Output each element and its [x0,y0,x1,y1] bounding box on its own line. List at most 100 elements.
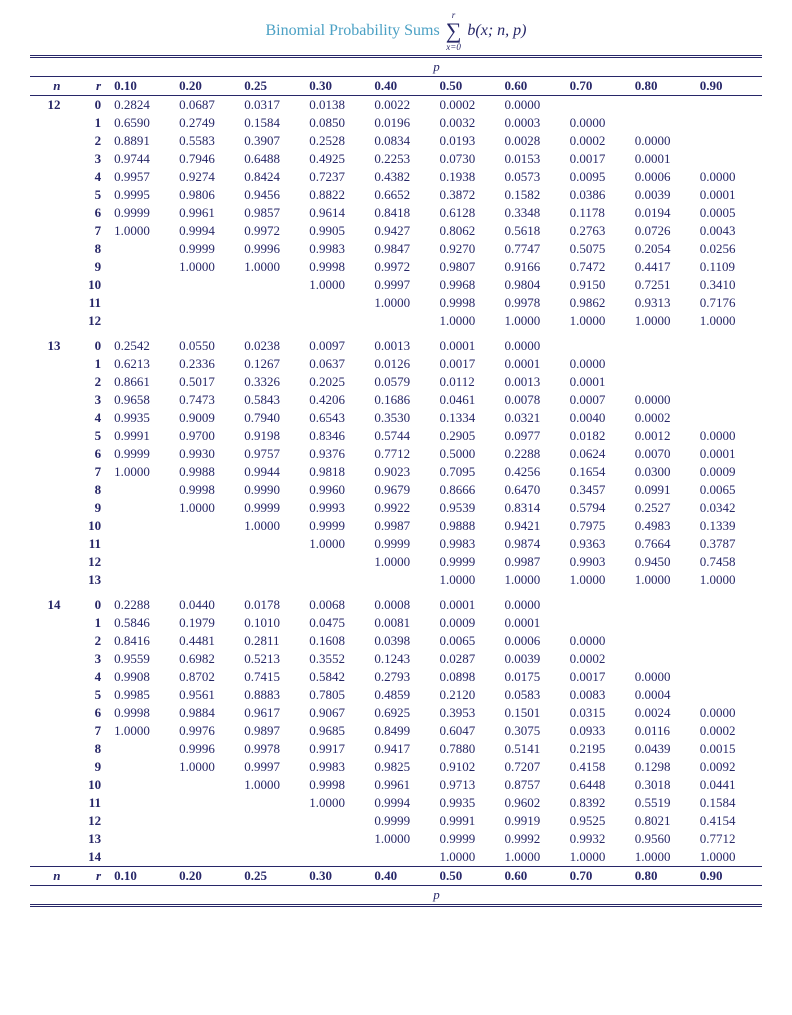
cell-val: 0.0196 [371,114,436,132]
cell-val: 0.6470 [502,481,567,499]
cell-val: 0.0550 [176,330,241,355]
cell-val: 0.9417 [371,740,436,758]
cell-val: 0.2528 [306,132,371,150]
cell-val: 1.0000 [436,848,501,867]
cell-val: 0.6047 [436,722,501,740]
cell-val [241,830,306,848]
cell-r: 9 [71,499,112,517]
cell-val: 0.2763 [567,222,632,240]
cell-n [30,776,71,794]
cell-val: 0.1979 [176,614,241,632]
cell-val: 0.5213 [241,650,306,668]
cell-val: 1.0000 [371,830,436,848]
cell-val [111,294,176,312]
cell-val [241,794,306,812]
title-formula: r ∑ x=0 b(x; n, p) [444,22,527,39]
cell-val [697,373,762,391]
cell-val: 0.0386 [567,186,632,204]
cell-val: 0.9847 [371,240,436,258]
cell-val [111,571,176,589]
cell-val: 0.9999 [111,204,176,222]
cell-val [697,409,762,427]
cell-val: 0.0440 [176,589,241,614]
cell-n [30,740,71,758]
table-row: 111.00000.99990.99830.98740.93630.76640.… [30,535,762,553]
table-row: 91.00000.99990.99930.99220.95390.83140.5… [30,499,762,517]
cell-val: 0.9999 [176,240,241,258]
footer-p-2: 0.25 [241,867,306,886]
cell-val: 0.0024 [632,704,697,722]
cell-val: 1.0000 [697,571,762,589]
cell-val: 0.9996 [241,240,306,258]
cell-val: 0.8418 [371,204,436,222]
cell-val: 0.0009 [436,614,501,632]
cell-val: 0.3530 [371,409,436,427]
cell-val: 0.3457 [567,481,632,499]
cell-val: 0.4983 [632,517,697,535]
cell-val: 0.1608 [306,632,371,650]
header-p-5: 0.50 [436,77,501,96]
cell-val [241,812,306,830]
cell-val [632,355,697,373]
cell-val [306,312,371,330]
cell-n [30,204,71,222]
cell-n [30,668,71,686]
cell-n [30,830,71,848]
cell-val: 0.0175 [502,668,567,686]
cell-val [176,294,241,312]
cell-val: 0.0461 [436,391,501,409]
table-row: 60.99990.99300.97570.93760.77120.50000.2… [30,445,762,463]
cell-val [241,553,306,571]
cell-val: 0.3907 [241,132,306,150]
cell-val: 0.8392 [567,794,632,812]
footer-p-8: 0.80 [632,867,697,886]
cell-val [241,535,306,553]
cell-val: 0.2253 [371,150,436,168]
cell-val: 0.0032 [436,114,501,132]
cell-n [30,391,71,409]
header-n: n [30,77,71,96]
cell-val: 0.9685 [306,722,371,740]
cell-val: 0.7664 [632,535,697,553]
cell-val: 0.0007 [567,391,632,409]
cell-n [30,848,71,867]
cell-val: 0.0092 [697,758,762,776]
cell-r: 0 [71,96,112,115]
cell-n [30,168,71,186]
cell-val: 1.0000 [241,258,306,276]
table-row: 10.65900.27490.15840.08500.01960.00320.0… [30,114,762,132]
cell-val: 0.2527 [632,499,697,517]
cell-val: 0.0193 [436,132,501,150]
cell-val [306,848,371,867]
table-row: 91.00000.99970.99830.98250.91020.72070.4… [30,758,762,776]
table-row: 121.00000.99990.99870.99030.94500.7458 [30,553,762,571]
table-title: Binomial Probability Sums r ∑ x=0 b(x; n… [30,20,762,43]
cell-val: 0.9998 [176,481,241,499]
cell-val [371,848,436,867]
cell-val: 0.1584 [697,794,762,812]
cell-n [30,812,71,830]
cell-val: 0.1109 [697,258,762,276]
cell-n [30,132,71,150]
cell-val: 0.7095 [436,463,501,481]
cell-val: 0.8499 [371,722,436,740]
cell-n [30,704,71,722]
cell-val: 1.0000 [567,312,632,330]
cell-r: 3 [71,391,112,409]
cell-val: 0.0000 [632,391,697,409]
cell-n [30,222,71,240]
table-row: 1200.28240.06870.03170.01380.00220.00020… [30,96,762,115]
cell-val: 0.9999 [241,499,306,517]
table-body: 1200.28240.06870.03170.01380.00220.00020… [30,96,762,867]
cell-val: 0.0002 [567,132,632,150]
cell-val: 0.8661 [111,373,176,391]
cell-val [697,150,762,168]
cell-val: 0.0000 [697,168,762,186]
cell-val: 0.9559 [111,650,176,668]
cell-val: 0.9960 [306,481,371,499]
cell-val: 0.0017 [436,355,501,373]
cell-val: 0.0726 [632,222,697,240]
cell-r: 4 [71,409,112,427]
footer-n: n [30,867,71,886]
cell-val: 0.0013 [502,373,567,391]
